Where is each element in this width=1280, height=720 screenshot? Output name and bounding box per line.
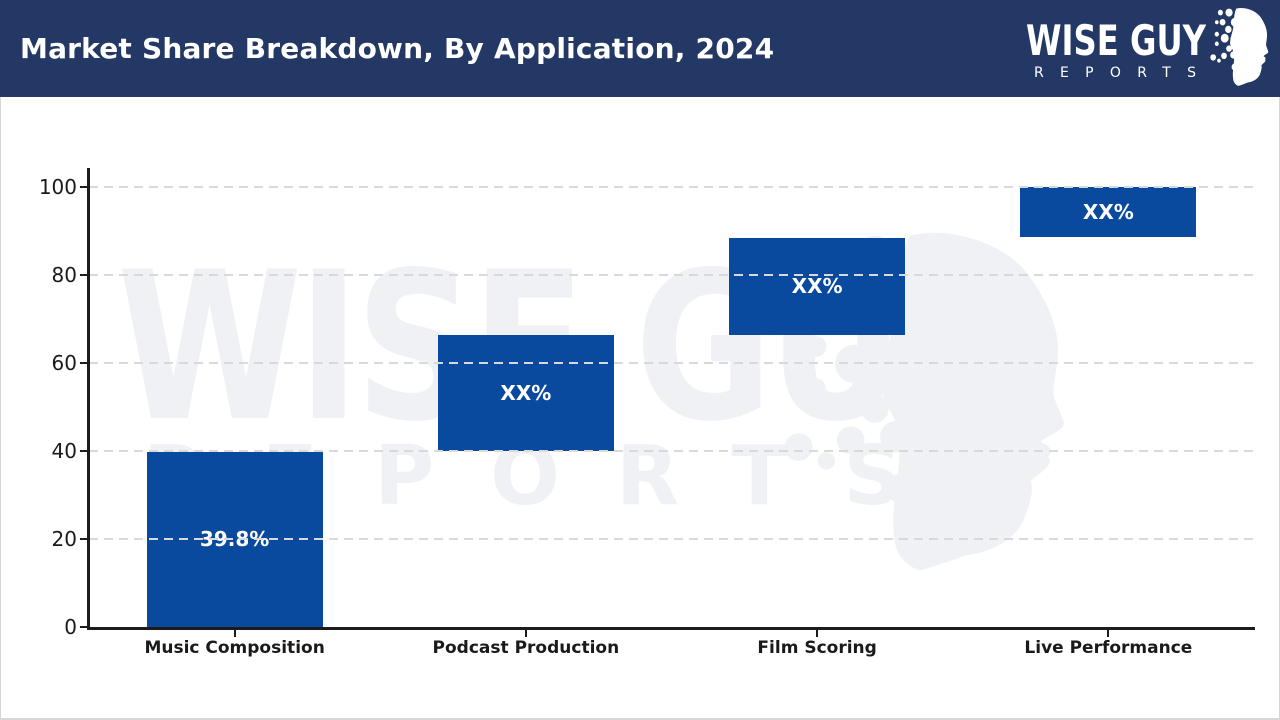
y-tick-label-100: 100 (38, 175, 77, 199)
logo-subtext: REPORTS (1034, 65, 1196, 81)
y-tick-20 (80, 538, 89, 540)
bar-value-label: XX% (791, 274, 843, 299)
x-tick-4 (1107, 630, 1110, 637)
y-tick-label-80: 80 (51, 263, 77, 287)
bar-value-label: XX% (1082, 199, 1134, 224)
y-axis-spine (87, 168, 90, 630)
y-grid-line-20 (89, 538, 1254, 540)
y-tick-label-0: 0 (64, 615, 77, 639)
bar-value-label: XX% (500, 381, 552, 406)
x-tick-3 (816, 630, 819, 637)
y-grid-line-100 (89, 186, 1254, 188)
x-tick-2 (524, 630, 527, 637)
y-tick-40 (80, 450, 89, 452)
y-tick-60 (80, 362, 89, 364)
chart-title: Market Share Breakdown, By Application, … (20, 32, 775, 65)
x-category-label-4: Live Performance (1024, 638, 1193, 658)
y-tick-100 (80, 186, 89, 188)
x-category-label-2: Podcast Production (432, 638, 620, 658)
y-tick-label-20: 20 (51, 527, 77, 551)
y-grid-line-60 (89, 362, 1254, 364)
logo-wordmark: WISE GUY (1026, 16, 1206, 65)
wise-guy-reports-logo: WISE GUY REPORTS (1026, 7, 1269, 86)
bar-podcast-production: XX% (437, 334, 614, 452)
header-bar: Market Share Breakdown, By Application, … (0, 0, 1280, 97)
y-tick-80 (80, 274, 89, 276)
bar-live-performance: XX% (1020, 186, 1197, 238)
x-axis-spine (87, 627, 1255, 630)
chart-canvas: WISE GUY REPORTS 39.8% XX% XX% XX% 0 20 40 60 80… (0, 97, 1280, 720)
y-grid-line-80 (89, 274, 1254, 276)
y-tick-label-40: 40 (51, 439, 77, 463)
bar-film-scoring: XX% (729, 238, 906, 335)
x-tick-1 (233, 630, 236, 637)
x-category-label-1: Music Composition (144, 638, 325, 658)
logo-face-icon (1210, 7, 1269, 86)
y-tick-label-60: 60 (51, 351, 77, 375)
y-tick-0 (80, 626, 89, 628)
y-grid-line-40 (89, 450, 1254, 452)
plot-area: 39.8% XX% XX% XX% 0 20 40 60 80 100 Music Composit… (39, 168, 1254, 658)
x-category-label-3: Film Scoring (757, 638, 877, 658)
